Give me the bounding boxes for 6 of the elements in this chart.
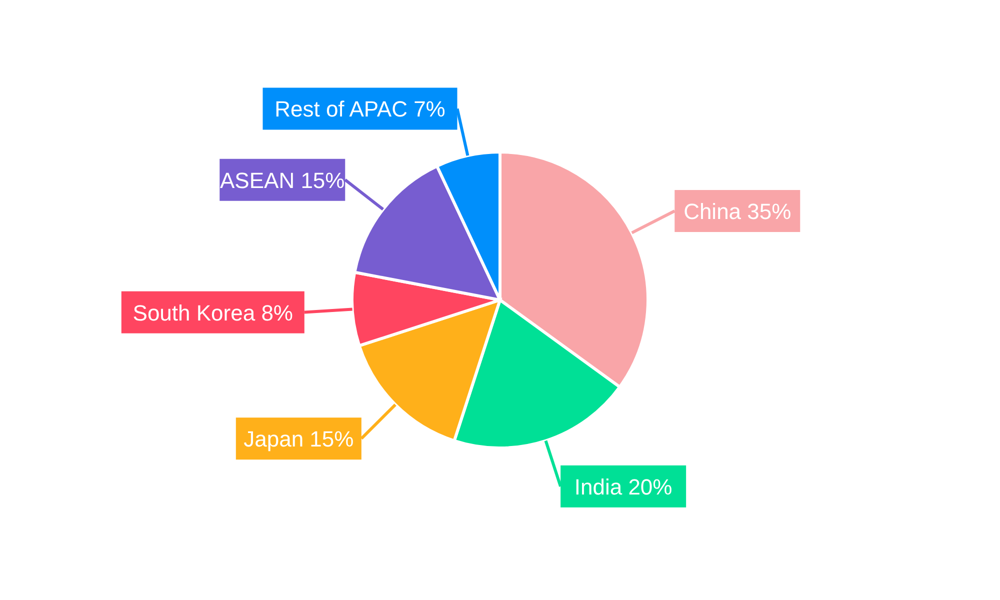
slice-label: India 20% (574, 474, 672, 500)
slice-label: ASEAN 15% (220, 168, 345, 193)
slice-label: Rest of APAC 7% (274, 96, 446, 122)
slice-label: Japan 15% (244, 426, 354, 452)
slice-label: South Korea 8% (132, 300, 294, 326)
slice-label: China 35% (684, 199, 792, 224)
